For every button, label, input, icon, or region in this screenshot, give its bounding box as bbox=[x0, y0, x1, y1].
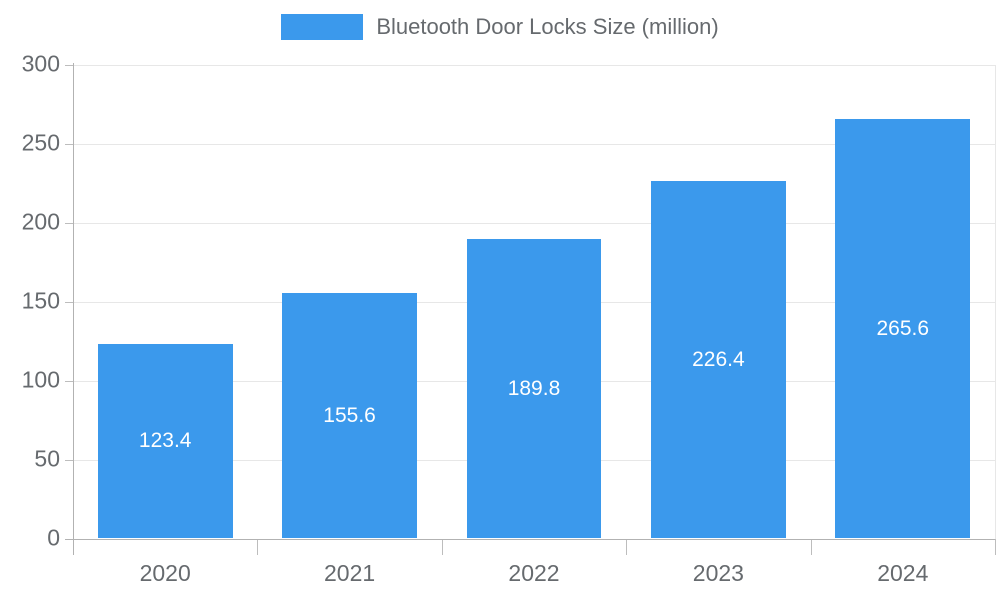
y-axis-tick bbox=[65, 144, 73, 145]
y-axis-tick bbox=[65, 302, 73, 303]
y-axis-tick-label: 0 bbox=[47, 524, 60, 551]
bar-2023: 226.4 bbox=[651, 181, 786, 538]
legend-label: Bluetooth Door Locks Size (million) bbox=[376, 14, 719, 39]
bar-2021: 155.6 bbox=[282, 293, 417, 538]
y-axis-tick bbox=[65, 381, 73, 382]
bar-value-label: 155.6 bbox=[323, 403, 376, 427]
y-axis-tick-label: 250 bbox=[21, 129, 60, 156]
y-axis-tick-label: 100 bbox=[21, 366, 60, 393]
bar-value-label: 265.6 bbox=[876, 316, 930, 340]
x-axis-tick-label: 2022 bbox=[508, 560, 560, 586]
bar-2020: 123.4 bbox=[97, 344, 233, 538]
x-axis-tick-label: 2021 bbox=[324, 560, 376, 586]
y-axis-tick bbox=[65, 460, 73, 461]
bar-value-label: 226.4 bbox=[692, 347, 745, 371]
x-axis-line bbox=[65, 539, 995, 540]
x-axis-tick bbox=[995, 539, 996, 555]
x-axis-tick bbox=[810, 539, 812, 555]
y-axis-tick-label: 200 bbox=[21, 208, 60, 235]
plot-right-border bbox=[995, 65, 996, 539]
y-axis-tick bbox=[65, 223, 73, 224]
y-axis-tick bbox=[65, 65, 73, 66]
bar-2022: 189.8 bbox=[466, 239, 602, 538]
x-axis-tick-label: 2020 bbox=[139, 560, 191, 586]
y-axis-tick-label: 300 bbox=[21, 50, 60, 77]
y-axis-tick-label: 150 bbox=[21, 287, 60, 314]
y-axis-line bbox=[73, 63, 74, 555]
x-axis-tick bbox=[441, 539, 443, 555]
x-axis-tick bbox=[626, 539, 628, 555]
x-axis-tick-label: 2023 bbox=[692, 560, 744, 586]
y-gridline bbox=[73, 223, 995, 224]
legend-item-bluetooth-door-locks[interactable]: Bluetooth Door Locks Size (million) bbox=[281, 14, 719, 40]
y-gridline bbox=[73, 144, 995, 145]
legend-swatch-icon bbox=[281, 14, 364, 40]
y-gridline bbox=[73, 65, 995, 66]
bar-2024: 265.6 bbox=[835, 119, 971, 538]
chart-legend: Bluetooth Door Locks Size (million) bbox=[0, 14, 1000, 40]
bar-value-label: 123.4 bbox=[138, 429, 192, 452]
x-axis-tick-label: 2024 bbox=[877, 560, 929, 586]
bar-value-label: 189.8 bbox=[507, 376, 561, 400]
y-axis-tick-label: 50 bbox=[34, 445, 60, 472]
x-axis-tick bbox=[257, 539, 259, 555]
